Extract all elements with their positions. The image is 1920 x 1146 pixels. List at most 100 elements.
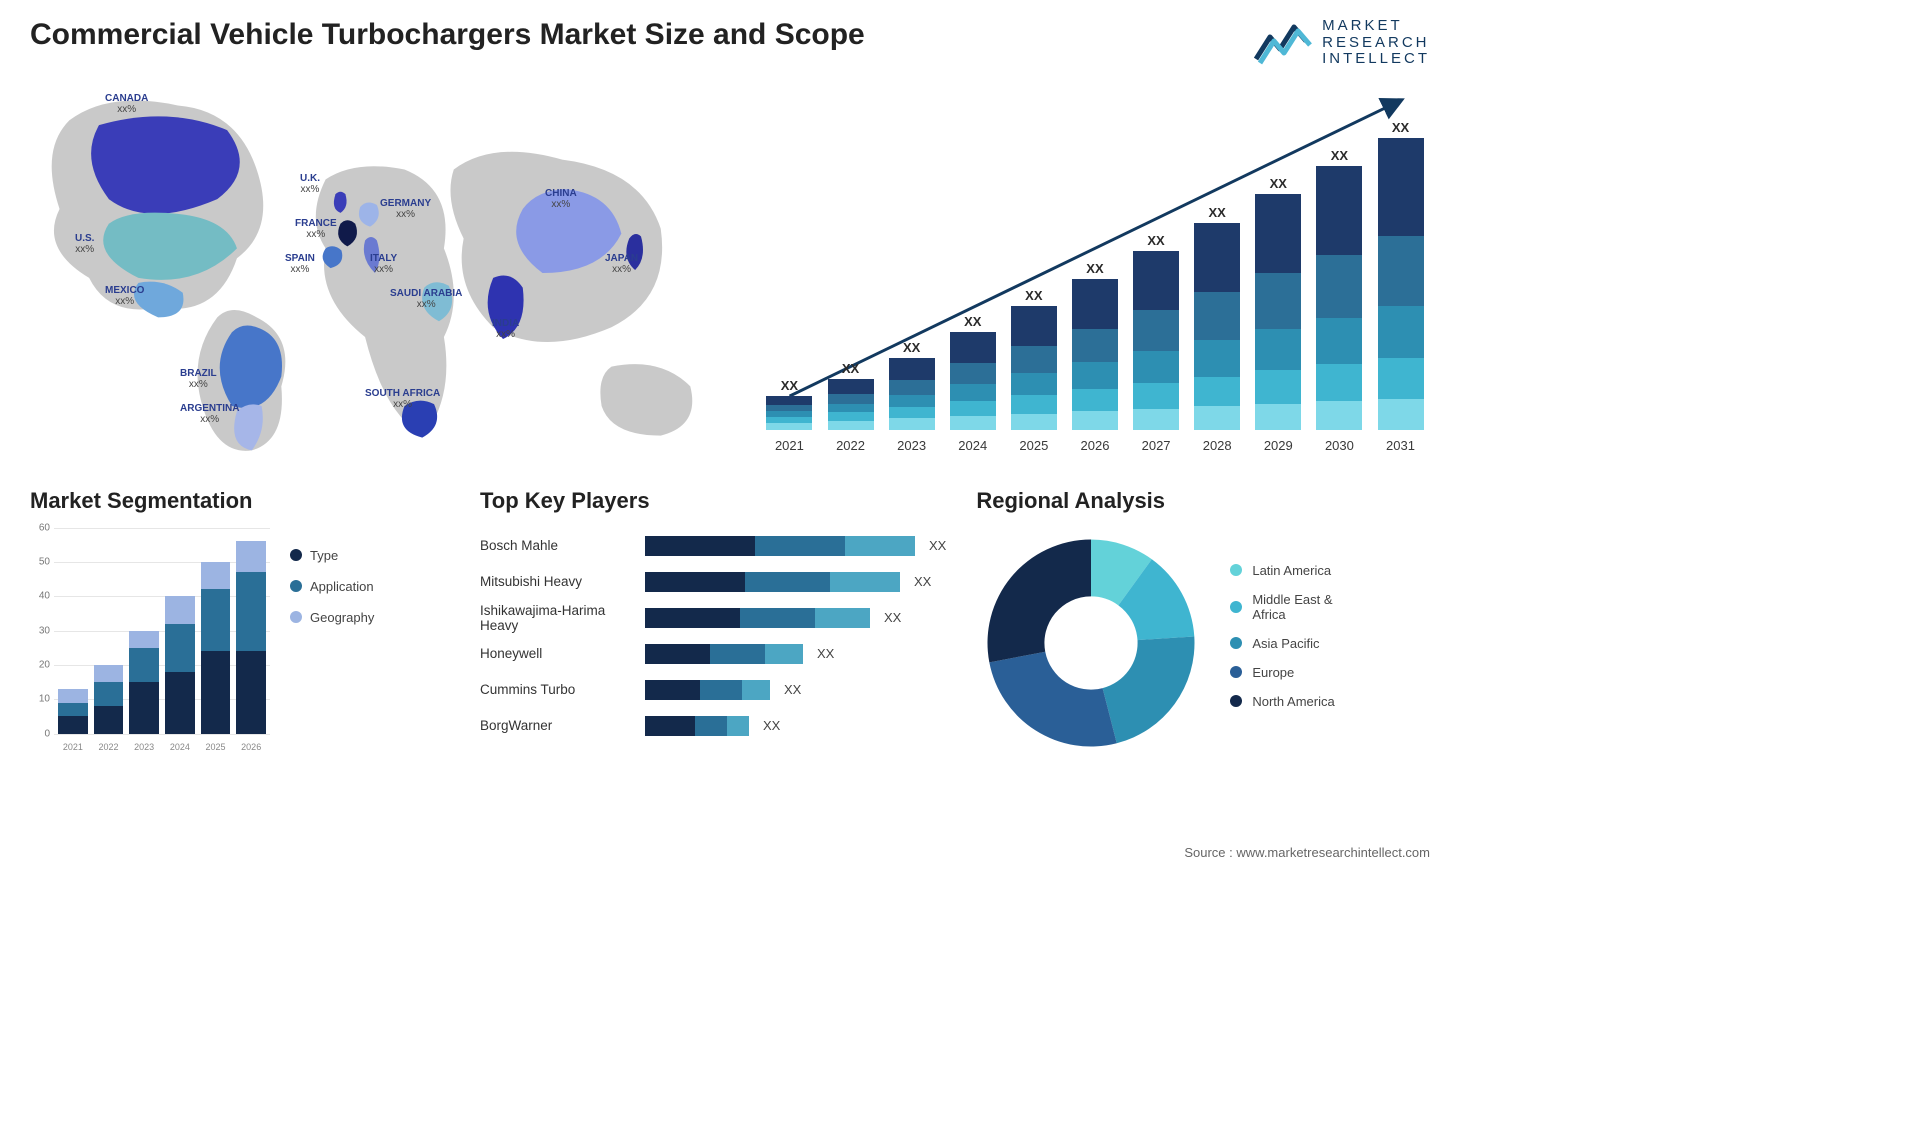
forecast-value-label: XX — [1209, 205, 1226, 220]
forecast-segment — [1316, 364, 1362, 401]
forecast-year-label: 2026 — [1069, 434, 1120, 458]
logo-line3: INTELLECT — [1322, 51, 1430, 68]
forecast-segment — [828, 412, 874, 421]
upper-row: CANADAxx%U.S.xx%MEXICOxx%BRAZILxx%ARGENT… — [0, 78, 1460, 468]
donut-slice-asia-pacific — [1103, 636, 1195, 743]
seg-segment-type — [58, 716, 88, 733]
legend-dot-icon — [290, 580, 302, 592]
forecast-year-label: 2024 — [947, 434, 998, 458]
player-bar — [645, 608, 870, 628]
seg-year-label: 2025 — [201, 738, 231, 758]
player-segment — [645, 716, 695, 736]
seg-segment-application — [201, 589, 231, 651]
legend-label: Europe — [1252, 665, 1294, 680]
forecast-bar-2025: XX — [1008, 288, 1059, 429]
forecast-value-label: XX — [1086, 261, 1103, 276]
forecast-value-label: XX — [1147, 233, 1164, 248]
forecast-bar-2024: XX — [947, 314, 998, 429]
country-label-brazil: BRAZILxx% — [180, 368, 217, 391]
seg-year-label: 2024 — [165, 738, 195, 758]
forecast-bar-2023: XX — [886, 340, 937, 429]
player-value-label: XX — [929, 538, 946, 553]
player-value-label: XX — [763, 718, 780, 733]
forecast-year-label: 2023 — [886, 434, 937, 458]
seg-year-label: 2026 — [236, 738, 266, 758]
player-row: BorgWarnerXX — [480, 714, 946, 738]
seg-segment-geography — [201, 562, 231, 589]
legend-label: Asia Pacific — [1252, 636, 1319, 651]
seg-segment-geography — [236, 541, 266, 572]
forecast-segment — [828, 421, 874, 430]
logo-text: MARKET RESEARCH INTELLECT — [1322, 18, 1430, 68]
seg-segment-type — [129, 682, 159, 734]
forecast-bar-2028: XX — [1192, 205, 1243, 430]
player-segment — [645, 680, 700, 700]
forecast-segment — [1011, 373, 1057, 395]
logo-line2: RESEARCH — [1322, 35, 1430, 52]
forecast-segment — [889, 418, 935, 429]
forecast-segment — [766, 423, 812, 429]
country-label-u-k-: U.K.xx% — [300, 173, 320, 196]
forecast-segment — [1316, 166, 1362, 255]
forecast-bar-2031: XX — [1375, 120, 1426, 430]
seg-bar-2025 — [201, 562, 231, 734]
seg-bar-2026 — [236, 541, 266, 733]
seg-segment-application — [129, 648, 159, 682]
segmentation-title: Market Segmentation — [30, 488, 450, 514]
player-segment — [830, 572, 900, 592]
page-title: Commercial Vehicle Turbochargers Market … — [30, 18, 865, 52]
forecast-year-label: 2022 — [825, 434, 876, 458]
seg-year-label: 2023 — [129, 738, 159, 758]
seg-ytick: 10 — [39, 694, 50, 705]
player-bar — [645, 536, 915, 556]
forecast-segment — [1011, 306, 1057, 345]
player-segment — [742, 680, 770, 700]
country-label-italy: ITALYxx% — [370, 253, 397, 276]
seg-legend-item-geography: Geography — [290, 610, 374, 625]
player-segment — [700, 680, 742, 700]
player-segment — [645, 644, 710, 664]
player-segment — [745, 572, 830, 592]
forecast-segment — [1194, 223, 1240, 292]
legend-dot-icon — [1230, 601, 1242, 613]
legend-dot-icon — [290, 549, 302, 561]
regional-panel: Regional Analysis Latin AmericaMiddle Ea… — [976, 488, 1430, 758]
forecast-segment — [766, 396, 812, 405]
country-label-china: CHINAxx% — [545, 188, 577, 211]
player-bar — [645, 680, 770, 700]
forecast-year-label: 2029 — [1253, 434, 1304, 458]
player-segment — [645, 608, 740, 628]
forecast-year-label: 2028 — [1192, 434, 1243, 458]
forecast-segment — [1072, 329, 1118, 362]
forecast-segment — [1133, 383, 1179, 409]
players-title: Top Key Players — [480, 488, 946, 514]
country-label-spain: SPAINxx% — [285, 253, 315, 276]
forecast-segment — [950, 363, 996, 384]
forecast-segment — [1255, 370, 1301, 403]
regional-legend-item: Middle East & Africa — [1230, 592, 1360, 622]
donut-slice-europe — [990, 651, 1117, 746]
seg-ytick: 40 — [39, 591, 50, 602]
forecast-value-label: XX — [903, 340, 920, 355]
legend-dot-icon — [1230, 564, 1242, 576]
country-label-saudi-arabia: SAUDI ARABIAxx% — [390, 288, 462, 311]
forecast-value-label: XX — [1025, 288, 1042, 303]
logo-line1: MARKET — [1322, 18, 1430, 35]
segmentation-body: 0102030405060 202120222023202420252026 T… — [30, 528, 450, 758]
player-row: Ishikawajima-Harima HeavyXX — [480, 606, 946, 630]
seg-year-label: 2022 — [94, 738, 124, 758]
seg-ytick: 30 — [39, 625, 50, 636]
country-label-france: FRANCExx% — [295, 218, 337, 241]
seg-segment-type — [201, 651, 231, 733]
seg-ytick: 20 — [39, 659, 50, 670]
forecast-value-label: XX — [842, 361, 859, 376]
forecast-segment — [889, 380, 935, 395]
player-row: HoneywellXX — [480, 642, 946, 666]
forecast-segment — [1378, 306, 1424, 358]
forecast-segment — [1011, 414, 1057, 430]
player-value-label: XX — [817, 646, 834, 661]
forecast-segment — [1194, 292, 1240, 340]
forecast-segment — [1072, 279, 1118, 328]
player-segment — [710, 644, 765, 664]
seg-segment-geography — [58, 689, 88, 703]
